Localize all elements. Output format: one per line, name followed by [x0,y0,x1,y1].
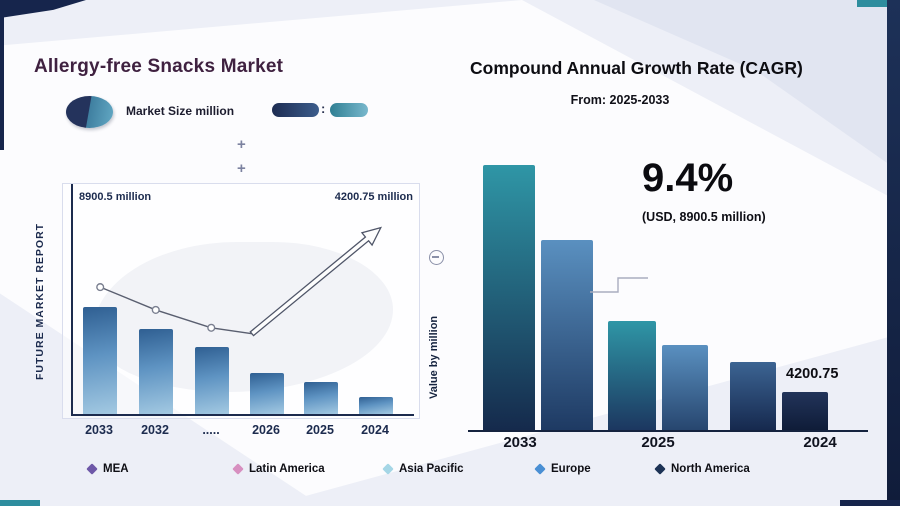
cagr-period-subtitle: From: 2025-2033 [570,93,670,107]
legend-marker-icon [86,463,98,475]
plus-decoration-icon: + [237,160,246,177]
legend-item-europe: Europe [534,463,591,475]
x-label-2033: 2033 [503,434,537,451]
pie-sphere-icon [66,96,113,128]
bar-2033-primary [483,164,535,430]
right-x-axis-labels: 2033 2025 2024 [468,434,872,454]
legend-label: Europe [551,463,591,475]
legend-label: Asia Pacific [399,463,464,475]
right-edge-bar [887,0,900,506]
bottom-left-teal-accent [0,500,40,506]
left-x-axis-labels: 2033 2032..... 2026 2025 2024 [62,423,420,441]
bar-2033 [83,307,117,414]
x-label-.....: ..... [202,423,220,437]
x-label-2033: 2033 [85,423,113,437]
legend-marker-icon [382,463,394,475]
cagr-grouped-bar-chart [468,158,872,432]
trend-overlay [96,226,383,337]
x-axis-line [468,429,868,432]
bar-2032 [139,329,173,414]
bottom-right-navy-accent [840,500,900,506]
bar-..... [195,347,229,414]
right-chart-title: Compound Annual Growth Rate (CAGR) [470,58,803,78]
min-value-label: 4200.75 million [334,191,413,203]
legend-marker-icon [534,463,546,475]
bar-2024-primary [730,361,776,430]
region-legend: MEA Latin America Asia Pacific Europe North … [78,463,838,483]
trend-arrow-icon [249,226,383,337]
trend-line [99,286,253,335]
trend-marker [96,283,105,292]
top-left-corner-accent [0,0,86,18]
legend-item-north-america: North America [654,463,750,475]
x-label-2032: 2032 [141,423,169,437]
market-size-legend-label: Market Size million [126,104,235,118]
value-annotation: 4200.75 [786,366,839,382]
bar-2025 [304,382,338,414]
circle-minus-icon [429,250,444,265]
left-edge-accent [0,0,4,150]
legend-label: North America [671,463,750,475]
x-label-2025: 2025 [641,434,675,451]
bar-2025-primary [608,321,656,430]
legend-marker-icon [232,463,244,475]
value-axis-label: Value by million [428,315,440,399]
ratio-pill-navy [272,103,319,117]
step-line-decoration [590,277,648,293]
bar-2026 [250,373,284,414]
legend-marker-icon [654,463,666,475]
ratio-separator: : [321,101,326,116]
legend-item-latin-america: Latin America [232,463,325,475]
plus-decoration-icon: + [237,136,246,153]
x-label-2025: 2025 [306,423,334,437]
cagr-value: 9.4% [642,156,734,200]
left-chart-title: Allergy-free Snacks Market [34,56,284,77]
trend-marker [151,305,160,314]
x-label-2026: 2026 [252,423,280,437]
x-axis-line [71,414,414,416]
future-market-report-label: FUTURE MARKET REPORT [34,222,46,380]
x-label-2024: 2024 [803,434,837,451]
trend-marker [207,323,216,332]
legend-item-asia-pacific: Asia Pacific [382,463,464,475]
bar-2024-secondary [782,391,828,430]
legend-label: Latin America [249,463,325,475]
legend-label: MEA [103,463,129,475]
y-axis-line [71,184,73,416]
market-size-bar-chart: 8900.5 million 4200.75 million [62,183,420,419]
max-value-label: 8900.5 million [79,191,152,203]
bar-2025-secondary [662,344,708,430]
ratio-pill-teal [330,103,368,117]
legend-item-mea: MEA [86,463,129,475]
top-right-teal-accent [857,0,887,7]
cagr-detail: (USD, 8900.5 million) [642,210,766,224]
bar-2024 [359,397,393,414]
bar-2033-secondary [541,239,593,430]
x-label-2024: 2024 [361,423,389,437]
